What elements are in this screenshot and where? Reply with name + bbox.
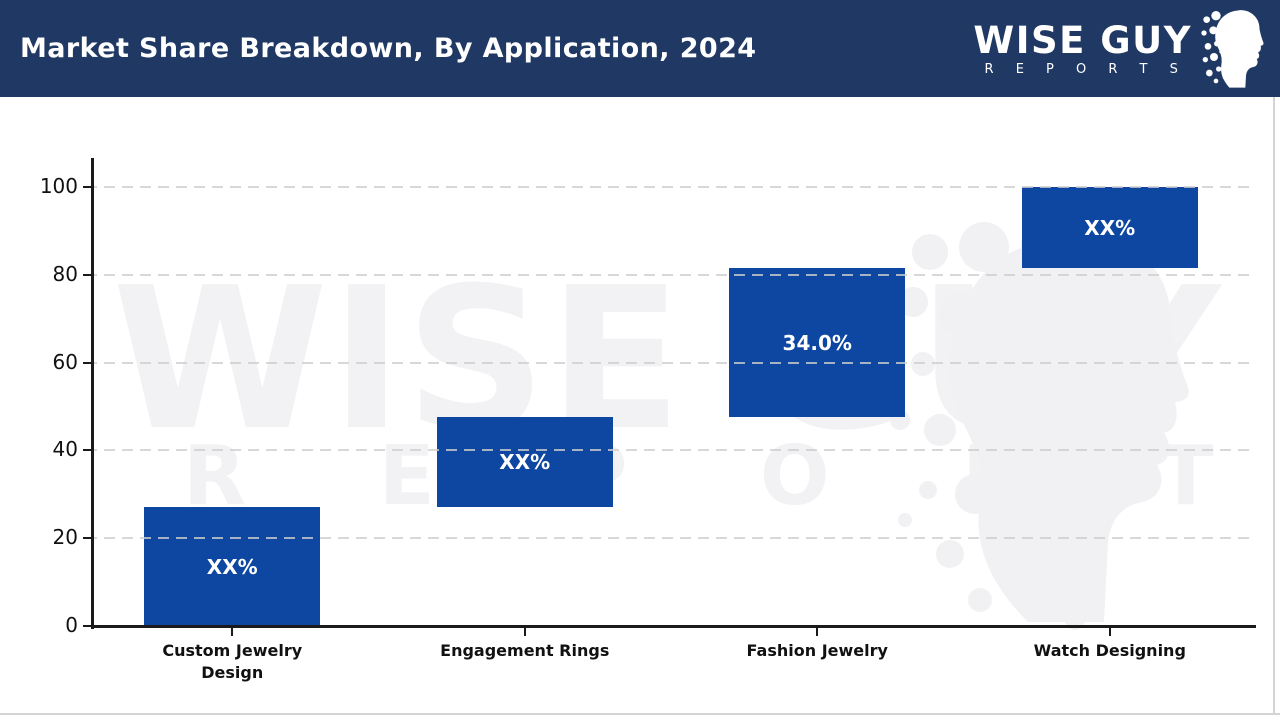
brand-name: WISE GUY — [973, 18, 1192, 62]
gridline — [86, 537, 1256, 540]
y-tick-label: 60 — [52, 349, 78, 374]
y-tick-label: 0 — [65, 613, 78, 637]
frame-border-right — [1273, 97, 1275, 713]
x-category-label: Watch Designing — [1033, 641, 1186, 660]
y-tick-mark — [83, 273, 91, 276]
y-tick-mark — [83, 361, 91, 364]
bar — [436, 417, 613, 508]
bar — [729, 268, 906, 418]
gridline — [86, 273, 1256, 276]
x-tick-mark — [1108, 628, 1111, 636]
y-tick-label: 20 — [52, 525, 78, 550]
y-tick-mark — [83, 449, 91, 452]
bar-value-label: XX% — [1084, 215, 1136, 240]
x-category-label: Fashion Jewelry — [746, 641, 888, 660]
y-tick-label: 100 — [39, 174, 78, 198]
y-tick-mark — [83, 537, 91, 540]
gridline — [86, 361, 1256, 364]
bar — [144, 507, 321, 626]
x-tick-mark — [231, 628, 234, 636]
y-tick-label: 80 — [52, 261, 78, 286]
x-axis-line — [91, 625, 1256, 628]
x-tick-mark — [816, 628, 819, 636]
y-axis-line — [91, 158, 94, 629]
gridline — [86, 449, 1256, 452]
page-title: Market Share Breakdown, By Application, … — [20, 33, 757, 64]
brand-logo: WISE GUY R E P O R T S — [973, 6, 1268, 92]
watermark-head-icon — [890, 222, 1189, 630]
gridline — [86, 186, 1256, 188]
x-category-label: Engagement Rings — [440, 641, 610, 660]
brand-subtitle: R E P O R T S — [984, 61, 1187, 77]
y-tick-label: 40 — [52, 437, 78, 462]
x-tick-mark — [523, 628, 526, 636]
bar-value-label: 34.0% — [782, 330, 852, 355]
brand-head-icon — [1201, 10, 1264, 88]
bar-value-label: XX% — [499, 450, 551, 475]
y-tick-mark — [83, 625, 91, 627]
frame-border-bottom — [0, 713, 1280, 715]
bar-value-label: XX% — [206, 554, 258, 579]
bar — [1021, 187, 1198, 269]
x-category-label: Custom Jewelry Design — [162, 641, 303, 682]
header-band: Market Share Breakdown, By Application, … — [0, 0, 1280, 97]
brand-logo-text: WISE GUY R E P O R T S — [973, 22, 1192, 77]
y-tick-mark — [83, 186, 91, 188]
